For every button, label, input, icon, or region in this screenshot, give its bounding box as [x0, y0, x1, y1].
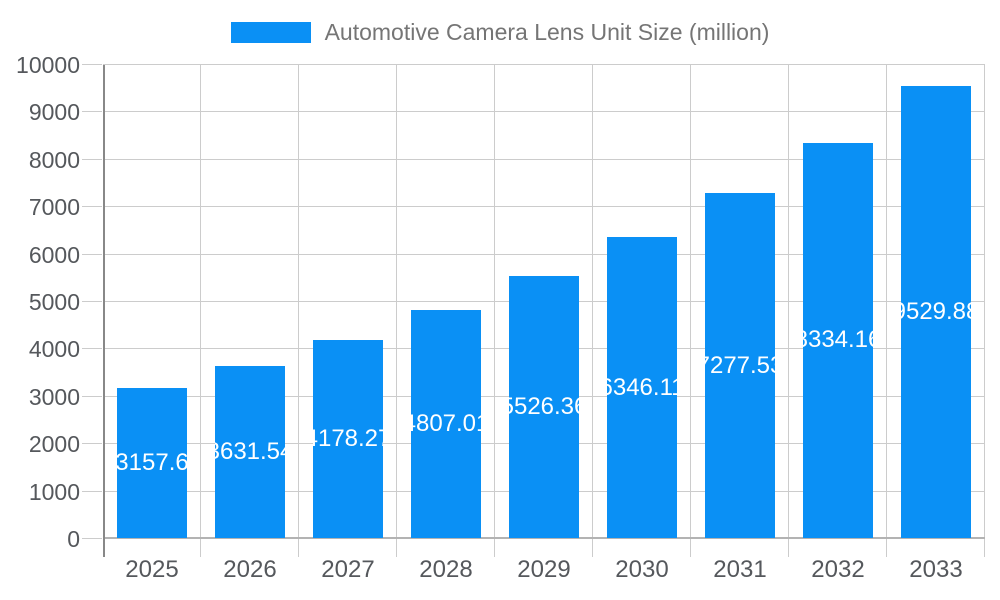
legend-label: Automotive Camera Lens Unit Size (millio… — [324, 19, 770, 45]
y-axis-tick-label: 9000 — [28, 99, 80, 126]
x-axis-tick — [984, 539, 985, 557]
y-axis-tick — [82, 111, 102, 113]
y-axis-tick — [82, 64, 102, 65]
y-axis-tick — [82, 158, 102, 160]
x-axis-tick — [298, 539, 299, 557]
x-axis-tick-label: 2029 — [517, 556, 571, 583]
bar-2030[interactable]: 6346.11 — [607, 237, 677, 538]
y-axis-tick-label: 8000 — [28, 146, 80, 173]
bar-2027[interactable]: 4178.27 — [313, 339, 383, 538]
x-axis-tick-label: 2026 — [223, 556, 277, 583]
y-axis-tick — [82, 348, 102, 350]
v-gridline — [886, 65, 887, 539]
bar-2031[interactable]: 7277.53 — [705, 193, 775, 538]
bar-2028[interactable]: 4807.01 — [411, 310, 481, 538]
x-axis-tick-label: 2033 — [909, 556, 963, 583]
bar-2033[interactable]: 9529.88 — [901, 86, 971, 538]
x-axis-tick-label: 2032 — [811, 556, 865, 583]
x-axis-tick — [788, 539, 789, 557]
plot-area: 3157.6 3631.54 4178.27 4807.01 5526.36 6346.1… — [82, 64, 985, 557]
y-axis-tick — [82, 538, 102, 539]
x-axis-line — [103, 537, 985, 539]
bar-value-label: 4807.01 — [411, 410, 481, 438]
bar-value-label: 8334.16 — [803, 326, 873, 354]
v-gridline — [200, 65, 201, 539]
x-axis-tick-label: 2028 — [419, 556, 473, 583]
h-gridline — [103, 64, 985, 65]
v-gridline — [494, 65, 495, 539]
legend-swatch — [230, 22, 311, 43]
y-axis-tick-label: 0 — [67, 526, 80, 552]
x-axis-tick — [396, 539, 397, 557]
h-gridline — [103, 206, 985, 208]
y-axis-tick-label: 6000 — [28, 241, 80, 268]
y-axis-tick-label: 5000 — [28, 289, 80, 315]
bar-2032[interactable]: 8334.16 — [803, 142, 873, 538]
y-axis-tick-label: 2000 — [28, 431, 80, 458]
h-gridline — [103, 158, 985, 160]
bar-value-label: 7277.53 — [705, 351, 775, 379]
y-axis-tick-label: 4000 — [28, 336, 80, 363]
y-axis-tick — [82, 490, 102, 492]
y-axis-tick — [82, 253, 102, 255]
x-axis-tick-label: 2031 — [713, 556, 767, 583]
bar-value-label: 6346.11 — [607, 373, 677, 401]
y-axis-tick — [82, 206, 102, 208]
h-gridline — [103, 253, 985, 255]
v-gridline — [690, 65, 691, 539]
bar-2026[interactable]: 3631.54 — [215, 365, 285, 538]
v-gridline — [298, 65, 299, 539]
x-axis-tick — [200, 539, 201, 557]
bar-value-label: 3631.54 — [215, 437, 285, 465]
legend: Automotive Camera Lens Unit Size (millio… — [0, 20, 1000, 45]
v-gridline — [592, 65, 593, 539]
bar-2029[interactable]: 5526.36 — [509, 276, 579, 538]
x-axis-tick-label: 2025 — [125, 556, 179, 583]
y-axis-tick — [82, 443, 102, 445]
bar-2025[interactable]: 3157.6 — [117, 388, 187, 538]
y-axis-tick-label: 7000 — [28, 194, 80, 221]
v-gridline — [984, 65, 985, 539]
x-axis-tick — [690, 539, 691, 557]
bar-value-label: 9529.88 — [901, 298, 971, 326]
y-axis-tick — [82, 301, 102, 302]
x-axis-tick-label: 2030 — [615, 556, 669, 583]
y-axis-tick-label: 1000 — [28, 478, 80, 505]
y-axis-tick-label: 10000 — [16, 52, 80, 78]
x-axis-tick — [886, 539, 887, 557]
x-axis-tick — [592, 539, 593, 557]
bar-value-label: 3157.6 — [117, 449, 187, 477]
x-axis-tick — [494, 539, 495, 557]
y-axis-tick — [82, 395, 102, 397]
v-gridline — [788, 65, 789, 539]
y-axis-line — [103, 65, 105, 557]
bar-value-label: 5526.36 — [509, 393, 579, 421]
v-gridline — [396, 65, 397, 539]
h-gridline — [103, 111, 985, 113]
y-axis-tick-label: 3000 — [28, 383, 80, 410]
bar-value-label: 4178.27 — [313, 424, 383, 452]
x-axis-tick-label: 2027 — [321, 556, 375, 583]
